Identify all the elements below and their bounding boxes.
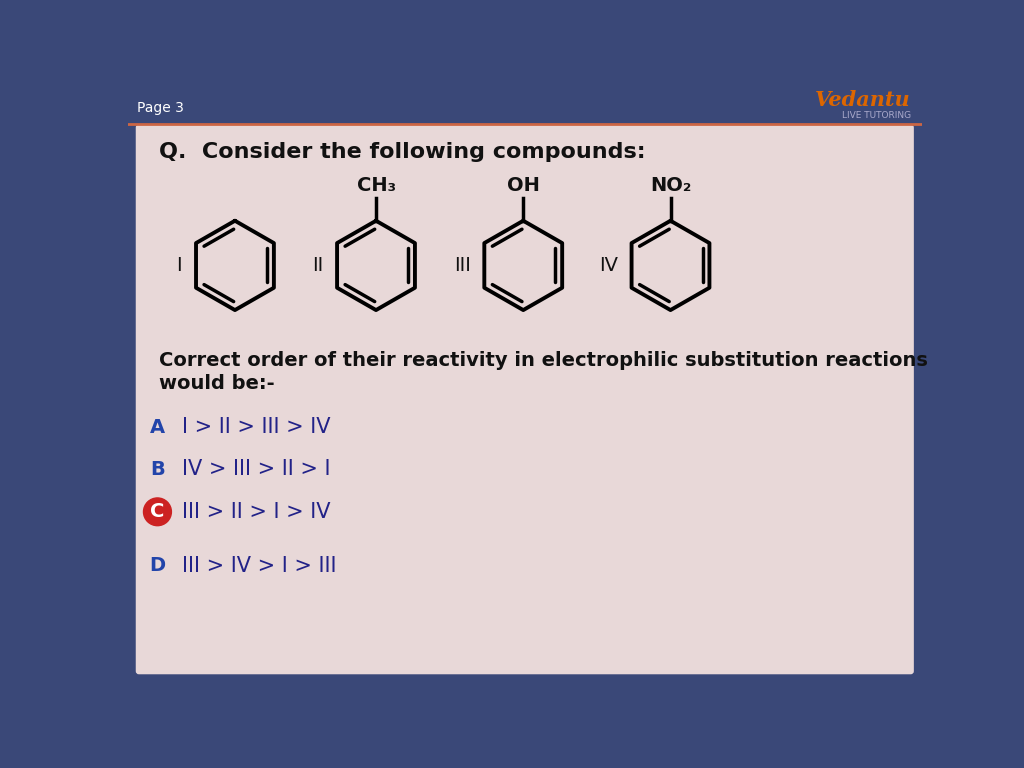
Text: II: II (312, 256, 324, 275)
Text: Q.  Consider the following compounds:: Q. Consider the following compounds: (159, 141, 645, 161)
Text: would be:-: would be:- (159, 373, 274, 392)
Text: NO₂: NO₂ (650, 177, 691, 195)
Text: III > II > I > IV: III > II > I > IV (182, 502, 331, 521)
Text: B: B (151, 460, 165, 479)
Text: LIVE TUTORING: LIVE TUTORING (842, 111, 910, 121)
Text: IV: IV (599, 256, 617, 275)
Text: A: A (150, 418, 165, 437)
FancyBboxPatch shape (128, 92, 922, 124)
Text: I > II > III > IV: I > II > III > IV (182, 417, 331, 437)
Text: I: I (176, 256, 182, 275)
Text: Correct order of their reactivity in electrophilic substitution reactions: Correct order of their reactivity in ele… (159, 350, 928, 369)
Text: III > IV > I > III: III > IV > I > III (182, 556, 337, 576)
Text: IV > III > II > I: IV > III > II > I (182, 459, 331, 479)
FancyBboxPatch shape (136, 124, 913, 674)
Text: Vedantu: Vedantu (815, 90, 910, 110)
Text: III: III (454, 256, 471, 275)
Text: D: D (150, 556, 166, 575)
Text: C: C (151, 502, 165, 521)
Circle shape (143, 498, 171, 525)
Text: Page 3: Page 3 (137, 101, 184, 115)
Text: OH: OH (507, 177, 540, 195)
Text: CH₃: CH₃ (356, 177, 395, 195)
